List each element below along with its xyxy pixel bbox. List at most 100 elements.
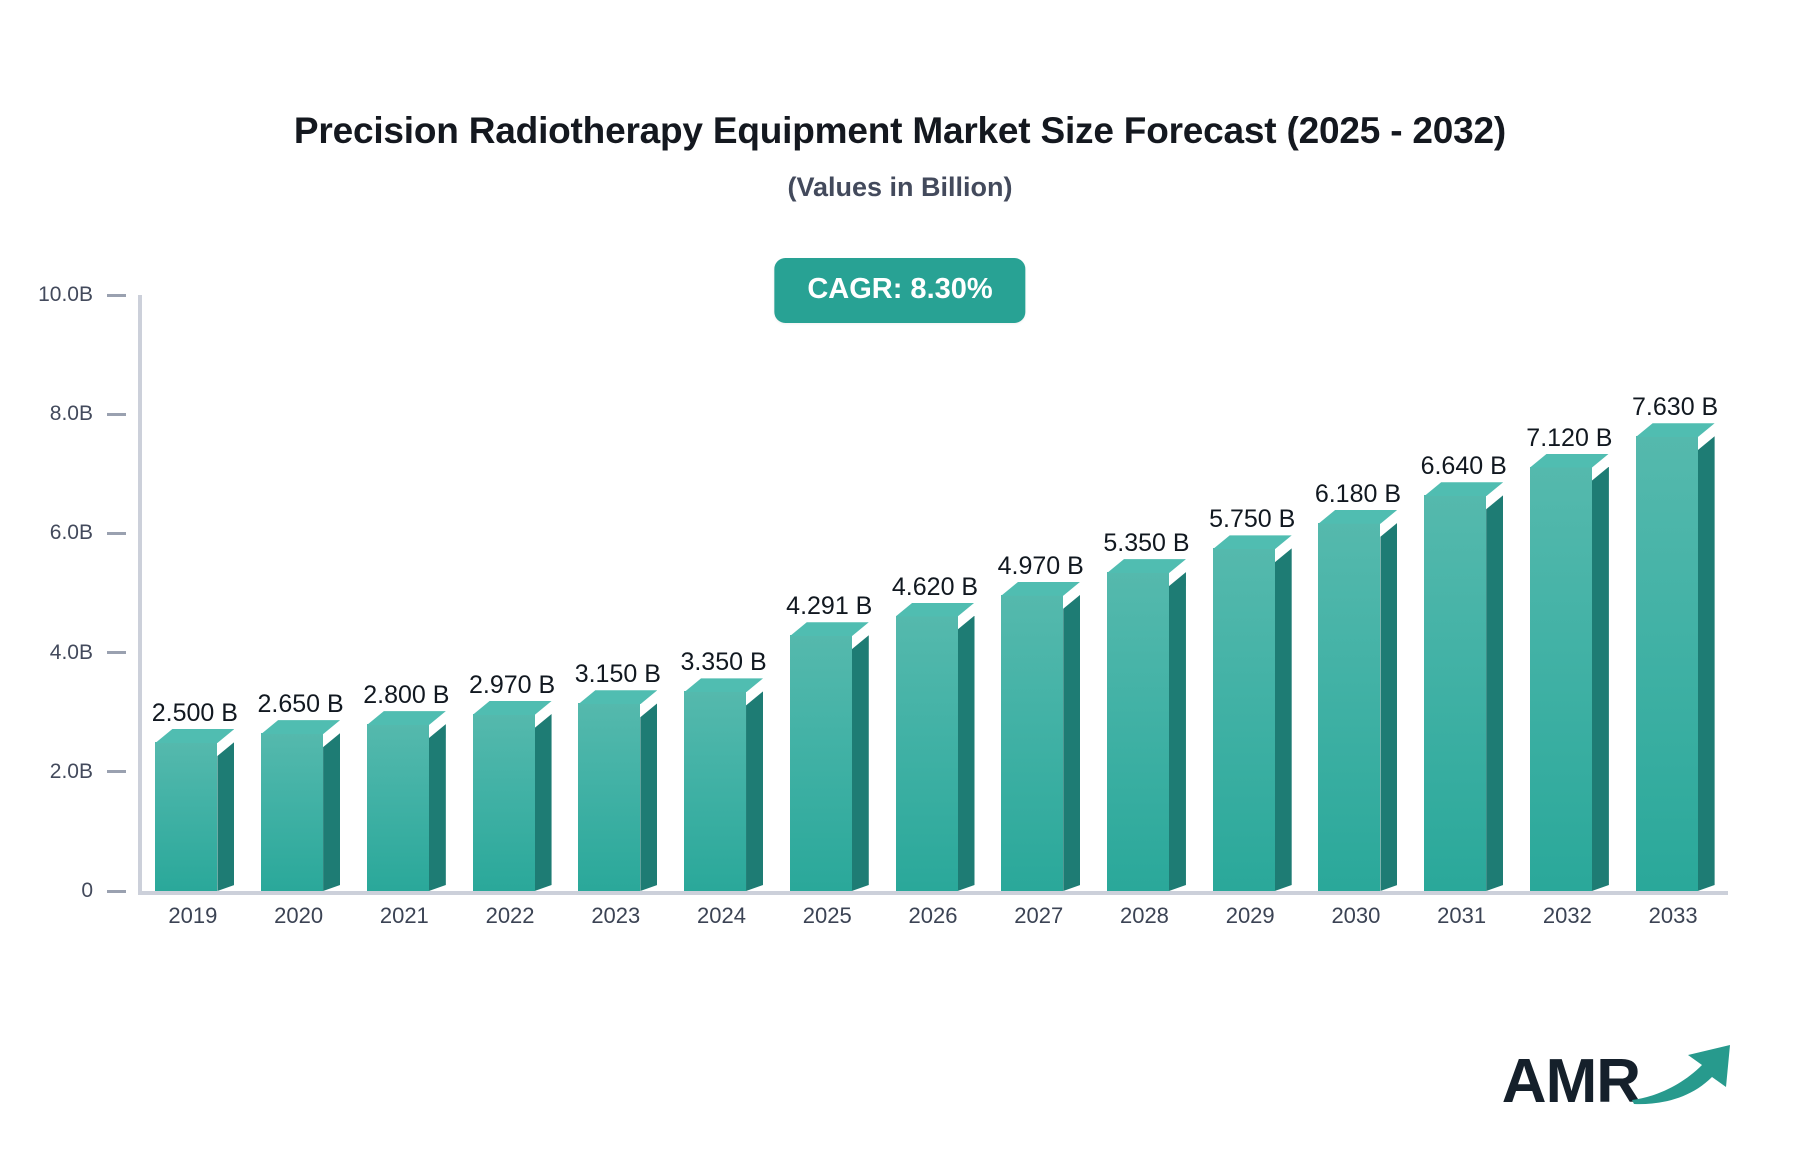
bar[interactable] (1212, 548, 1292, 891)
x-axis-label: 2028 (1119, 903, 1169, 928)
bar-top-face (155, 729, 234, 743)
bar-value-label: 4.620 B (891, 572, 979, 601)
bar[interactable] (1635, 436, 1715, 891)
bar-group[interactable]: 2.800 B (363, 295, 449, 891)
bar-top-face (684, 678, 763, 692)
amr-logo: AMR (1501, 1037, 1738, 1117)
bar-group[interactable]: 5.750 B (1209, 295, 1295, 891)
bar-front-wrapper (1529, 466, 1592, 891)
x-axis-label: 2024 (697, 903, 747, 928)
bar[interactable] (1001, 595, 1080, 891)
y-axis-tick-mark (107, 651, 126, 655)
bar-group[interactable]: 2.650 B (258, 295, 344, 891)
bar-group[interactable]: 6.180 B (1315, 295, 1401, 891)
x-axis-label: 2030 (1331, 903, 1381, 928)
chart-title: Precision Radiotherapy Equipment Market … (293, 110, 1507, 151)
y-axis-tick-label: 10.0B (38, 283, 93, 306)
bar[interactable] (1529, 466, 1609, 891)
bar-front-wrapper (684, 691, 747, 891)
y-axis-tick: 2.0B (0, 760, 138, 784)
bar-group[interactable]: 4.620 B (892, 295, 978, 891)
bar-group[interactable]: 3.350 B (680, 295, 767, 891)
bar-front-wrapper (895, 615, 958, 891)
bar-side-face (640, 703, 657, 891)
bar[interactable] (472, 714, 552, 891)
bar[interactable] (1318, 523, 1397, 891)
y-axis-tick-label: 4.0B (49, 640, 93, 664)
bar[interactable] (895, 615, 975, 891)
y-axis-tick-mark (107, 770, 126, 774)
bar-value-label: 2.500 B (151, 699, 238, 727)
bar[interactable] (1106, 572, 1186, 891)
bar-side-face (1698, 436, 1715, 891)
x-axis-label: 2033 (1648, 903, 1698, 928)
bar-group[interactable]: 2.500 B (152, 295, 238, 891)
bar[interactable] (261, 733, 340, 891)
bar-top-face (367, 711, 446, 725)
bar[interactable] (155, 742, 234, 891)
bar-value-label: 3.350 B (680, 648, 767, 677)
x-axis-label: 2026 (908, 903, 958, 928)
bar-front-face (1212, 548, 1275, 891)
bar-front-face (261, 733, 324, 891)
bar[interactable] (366, 724, 446, 891)
x-axis-line (138, 891, 1728, 895)
bar-group[interactable]: 5.350 B (1103, 295, 1190, 891)
bar-group[interactable]: 2.970 B (469, 295, 555, 891)
bar-front-wrapper (578, 703, 641, 891)
bar-group[interactable]: 3.150 B (575, 295, 661, 891)
bar-side-face (1063, 595, 1080, 891)
bar-group[interactable]: 7.120 B (1526, 295, 1612, 891)
logo-wordmark: AMR (1501, 1047, 1641, 1117)
bar-value-label: 6.180 B (1314, 479, 1402, 508)
bar-front-face (1529, 466, 1592, 891)
y-axis-line (138, 295, 142, 895)
bar-group[interactable]: 4.970 B (998, 295, 1084, 891)
y-axis-tick-mark (107, 293, 126, 297)
x-axis-label: 2025 (802, 903, 852, 928)
bar-side-face (852, 635, 869, 891)
bar-value-label: 5.750 B (1209, 505, 1296, 534)
y-axis-tick: 4.0B (0, 641, 138, 665)
bar-front-wrapper (1106, 572, 1169, 891)
bar-front-wrapper (366, 724, 429, 891)
bar-top-face (473, 701, 552, 715)
bar-top-face (261, 720, 340, 734)
bar-group[interactable]: 4.291 B (786, 295, 872, 891)
bar-front-face (366, 724, 429, 891)
bar-front-wrapper (1318, 522, 1381, 891)
y-axis-tick-label: 0 (81, 879, 93, 902)
x-axis-label: 2020 (274, 903, 324, 928)
bar[interactable] (684, 691, 763, 891)
x-axis-label: 2019 (168, 903, 218, 928)
bar-front-wrapper (1424, 495, 1487, 891)
bar-front-face (1424, 495, 1487, 891)
y-axis-tick-mark (107, 889, 126, 893)
bar-front-face (472, 714, 535, 891)
bar-top-face (896, 603, 975, 617)
bar-front-wrapper (789, 635, 852, 891)
x-axis-label: 2031 (1437, 903, 1487, 928)
bar-front-face (1635, 436, 1698, 891)
trend-up-arrow-icon (1630, 1037, 1738, 1110)
bar-top-face (1107, 559, 1186, 573)
y-axis-tick-label: 8.0B (49, 402, 93, 426)
x-axis-label: 2021 (379, 903, 429, 928)
y-axis-tick: 10.0B (0, 283, 138, 307)
bar-side-face (1592, 467, 1609, 891)
bar-group[interactable]: 7.630 B (1632, 295, 1718, 891)
bar[interactable] (789, 635, 869, 891)
x-axis-label: 2027 (1014, 903, 1064, 928)
bar-group[interactable]: 6.640 B (1421, 295, 1507, 891)
y-axis-tick: 8.0B (0, 402, 138, 426)
bar-side-face (535, 714, 552, 891)
y-axis-tick-mark (107, 531, 126, 535)
plot-area: 0 2.0B 4.0B 6.0B 8.0B 10.0B 2.500 B 2.650 B 2.8… (38, 283, 1728, 902)
bar-value-label: 2.970 B (468, 671, 556, 699)
bar[interactable] (1424, 495, 1503, 891)
bar-side-face (1169, 572, 1186, 891)
bar[interactable] (578, 703, 657, 891)
bar-top-face (1424, 482, 1503, 496)
bar-side-face (746, 691, 763, 891)
bar-front-face (578, 703, 641, 891)
